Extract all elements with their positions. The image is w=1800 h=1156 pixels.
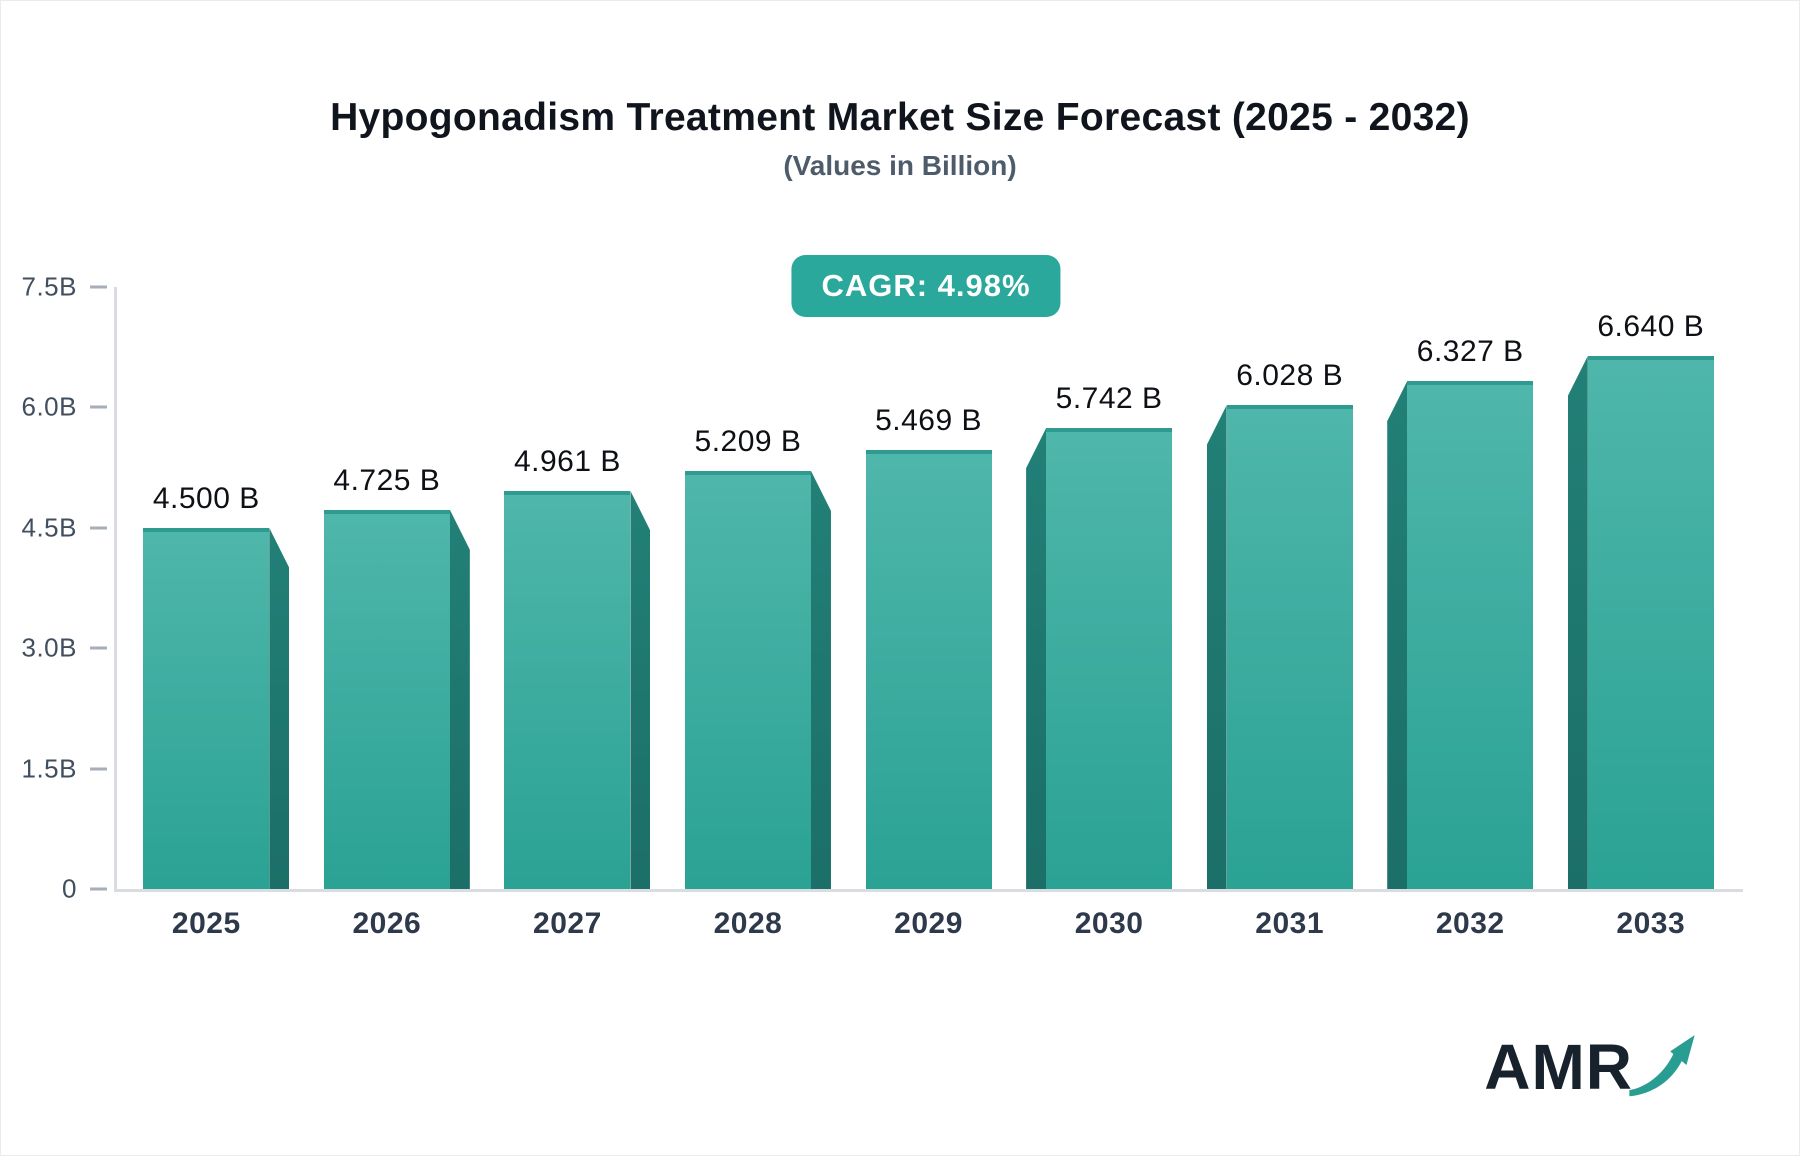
x-axis-label: 2032	[1435, 907, 1505, 940]
bars-layer: 4.500 B 4.725 B 4.961 B 5.209 B 5.469 B 5.742…	[116, 287, 1741, 889]
bar-face	[143, 527, 270, 889]
bar-value-label: 6.327 B	[1416, 335, 1524, 369]
bar-side-face	[449, 509, 470, 889]
x-axis-label: 2026	[352, 907, 422, 940]
bar-face	[1587, 356, 1714, 889]
y-tick-label: 7.5B	[21, 271, 77, 302]
bar-slot-2029: 5.469 B	[838, 287, 1019, 889]
bar-slot-2032: 6.327 B	[1380, 287, 1561, 889]
bar-slot-2025: 4.500 B	[116, 287, 297, 889]
bar-2027: 4.961 B	[504, 445, 651, 889]
bar-value-label: 5.469 B	[875, 404, 982, 438]
y-tick-mark	[90, 405, 107, 409]
bar-face	[684, 470, 811, 889]
y-tick-mark	[90, 285, 107, 289]
cagr-badge: CAGR: 4.98%	[791, 255, 1061, 317]
bar-slot-2028: 5.209 B	[658, 287, 839, 889]
bar-face	[504, 490, 631, 889]
y-axis-line	[114, 287, 117, 892]
bar-face	[323, 509, 450, 889]
bar-2029: 5.469 B	[865, 404, 992, 889]
bar-2032: 6.327 B	[1387, 335, 1534, 889]
y-tick-label: 6.0B	[21, 391, 77, 422]
bar-2030: 5.742 B	[1026, 382, 1173, 889]
plot-area: 4.500 B 4.725 B 4.961 B 5.209 B 5.469 B 5.742…	[22, 272, 1743, 904]
chart-title: Hypogonadism Treatment Market Size Forec…	[330, 96, 1470, 139]
x-axis-label: 2031	[1255, 907, 1325, 940]
amr-logo-text: AMR	[1484, 1031, 1633, 1103]
growth-arrow-icon	[1629, 1035, 1695, 1097]
bar-2031: 6.028 B	[1206, 359, 1353, 889]
bar-value-label: 5.742 B	[1055, 382, 1163, 416]
y-tick-mark	[90, 887, 107, 891]
bar-2033: 6.640 B	[1567, 310, 1714, 889]
bar-slot-2033: 6.640 B	[1561, 287, 1742, 889]
bar-value-label: 5.209 B	[694, 424, 802, 458]
bar-side-face	[269, 527, 290, 889]
bar-value-label: 6.640 B	[1597, 310, 1705, 344]
bar-value-label: 6.028 B	[1236, 359, 1344, 393]
y-tick-label: 3.0B	[21, 632, 77, 663]
x-axis-label: 2025	[171, 907, 241, 940]
x-axis-label: 2027	[533, 907, 602, 940]
bar-value-label: 4.725 B	[333, 463, 441, 497]
x-axis-line	[114, 889, 1743, 892]
x-axis-labels: 2025 2026 2027 2028 2029 2030 2031 2032 2033	[116, 907, 1741, 941]
amr-logo: AMR	[1484, 1031, 1699, 1099]
bar-value-label: 4.500 B	[152, 481, 260, 515]
y-tick-label: 0	[62, 873, 77, 904]
bar-face	[1046, 428, 1173, 889]
bar-side-face	[1206, 405, 1227, 889]
bar-slot-2030: 5.742 B	[1019, 287, 1200, 889]
bar-2025: 4.500 B	[143, 482, 290, 889]
y-tick-mark	[90, 526, 107, 530]
bar-side-face	[1026, 428, 1047, 889]
bar-slot-2031: 6.028 B	[1199, 287, 1380, 889]
bar-face	[865, 450, 992, 889]
y-tick-mark	[90, 646, 107, 650]
bar-2026: 4.725 B	[323, 464, 470, 889]
chart-subtitle: (Values in Billion)	[783, 150, 1017, 181]
x-axis-label: 2030	[1074, 907, 1144, 940]
bar-slot-2027: 4.961 B	[477, 287, 658, 889]
bar-slot-2026: 4.725 B	[297, 287, 478, 889]
bar-side-face	[1567, 356, 1588, 889]
y-tick-label: 1.5B	[21, 753, 77, 784]
x-axis-label: 2028	[713, 907, 783, 940]
x-axis-label: 2029	[894, 907, 963, 940]
x-axis-label: 2033	[1616, 907, 1686, 940]
y-tick-label: 4.5B	[21, 512, 77, 543]
bar-side-face	[1387, 381, 1408, 889]
bar-side-face	[810, 470, 831, 889]
bar-2028: 5.209 B	[684, 425, 831, 889]
bar-side-face	[630, 490, 651, 889]
bar-face	[1407, 381, 1534, 889]
bar-value-label: 4.961 B	[513, 444, 621, 478]
y-tick-mark	[90, 767, 107, 771]
bar-face	[1226, 405, 1353, 889]
